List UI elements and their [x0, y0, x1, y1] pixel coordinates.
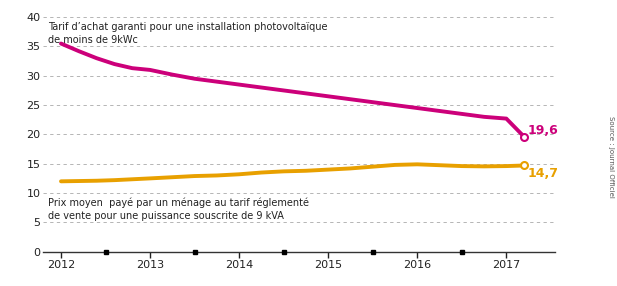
- Text: Prix moyen  payé par un ménage au tarif réglementé
de vente pour une puissance s: Prix moyen payé par un ménage au tarif r…: [48, 197, 308, 221]
- Text: 19,6: 19,6: [528, 124, 558, 137]
- Text: Tarif d’achat garanti pour une installation photovoltaïque
de moins de 9kWc: Tarif d’achat garanti pour une installat…: [48, 22, 327, 45]
- Text: Source : Journal Officiel: Source : Journal Officiel: [608, 116, 614, 198]
- Text: 14,7: 14,7: [528, 167, 558, 180]
